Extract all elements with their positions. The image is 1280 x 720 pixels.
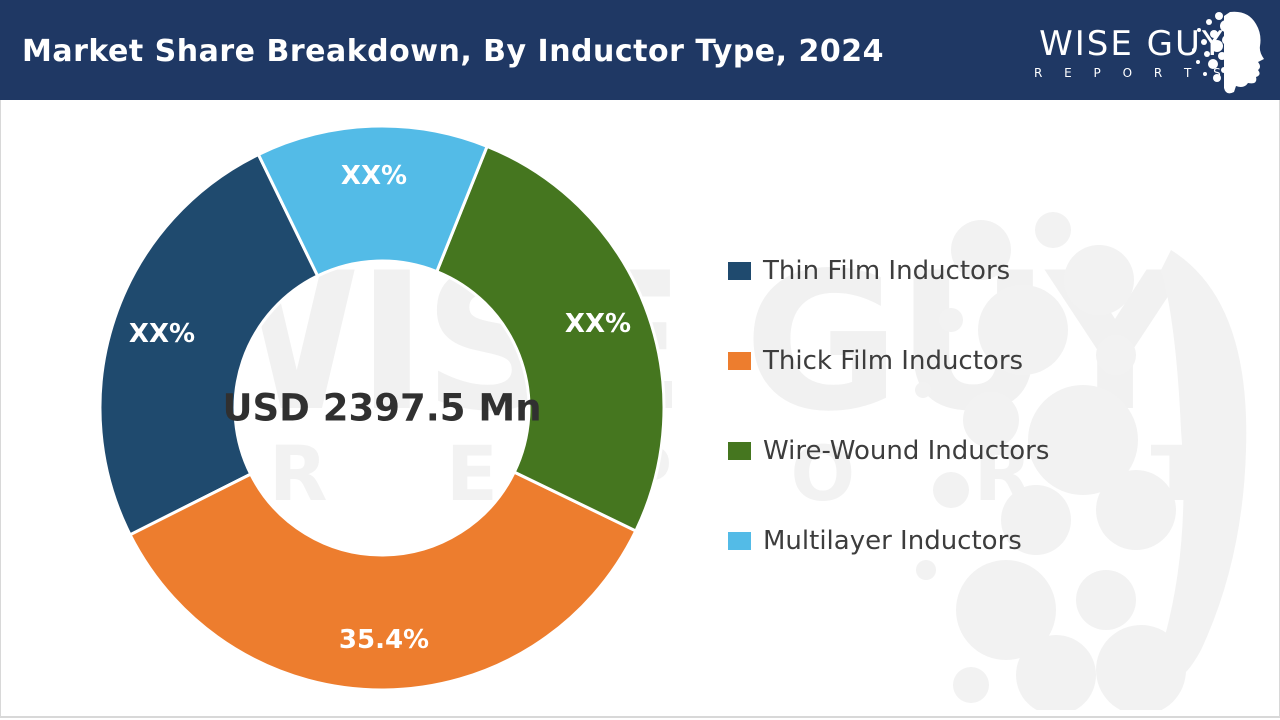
logo-text: WISE GUY R E P O R T S: [1034, 24, 1230, 80]
chart-center-value: USD 2397.5 Mn: [222, 386, 542, 430]
donut-segment-wire-wound-inductors: [435, 144, 666, 533]
legend-swatch: [728, 442, 751, 460]
logo-wordmark: WISE GUY: [1039, 24, 1225, 64]
chart-legend: Thin Film Inductors Thick Film Inductors W…: [728, 256, 1049, 616]
legend-item-multilayer-inductors: Multilayer Inductors: [728, 526, 1049, 556]
watermark-head-icon: [915, 212, 1247, 710]
donut-segment-thick-film-inductors: [128, 470, 638, 692]
page-title: Market Share Breakdown, By Inductor Type…: [22, 34, 884, 69]
brand-logo: WISE GUY R E P O R T S: [1006, 6, 1266, 94]
legend-swatch: [728, 532, 751, 550]
slice-value-label: XX%: [564, 309, 632, 339]
legend-label: Thin Film Inductors: [763, 256, 1011, 286]
slice-value-label: XX%: [340, 161, 408, 191]
slice-value-label: 35.4%: [338, 625, 430, 655]
donut-segment-multilayer-inductors: [256, 124, 489, 278]
legend-label: Thick Film Inductors: [763, 346, 1024, 376]
legend-label: Wire-Wound Inductors: [763, 436, 1050, 466]
logo-head-icon: [1192, 11, 1264, 94]
donut-chart: [98, 124, 666, 692]
legend-item-thin-film-inductors: Thin Film Inductors: [728, 256, 1049, 286]
legend-swatch: [728, 352, 751, 370]
legend-item-wire-wound-inductors: Wire-Wound Inductors: [728, 436, 1049, 466]
slice-value-label: XX%: [128, 319, 196, 349]
chart-area: WISE GUY R E P O R T S USD 2397.5 Mn XX%…: [0, 100, 1280, 718]
logo-subtitle: R E P O R T S: [1034, 66, 1230, 80]
donut-segment-thin-film-inductors: [98, 153, 320, 537]
header-bar: Market Share Breakdown, By Inductor Type…: [0, 0, 1280, 100]
legend-label: Multilayer Inductors: [763, 526, 1022, 556]
legend-swatch: [728, 262, 751, 280]
legend-item-thick-film-inductors: Thick Film Inductors: [728, 346, 1049, 376]
